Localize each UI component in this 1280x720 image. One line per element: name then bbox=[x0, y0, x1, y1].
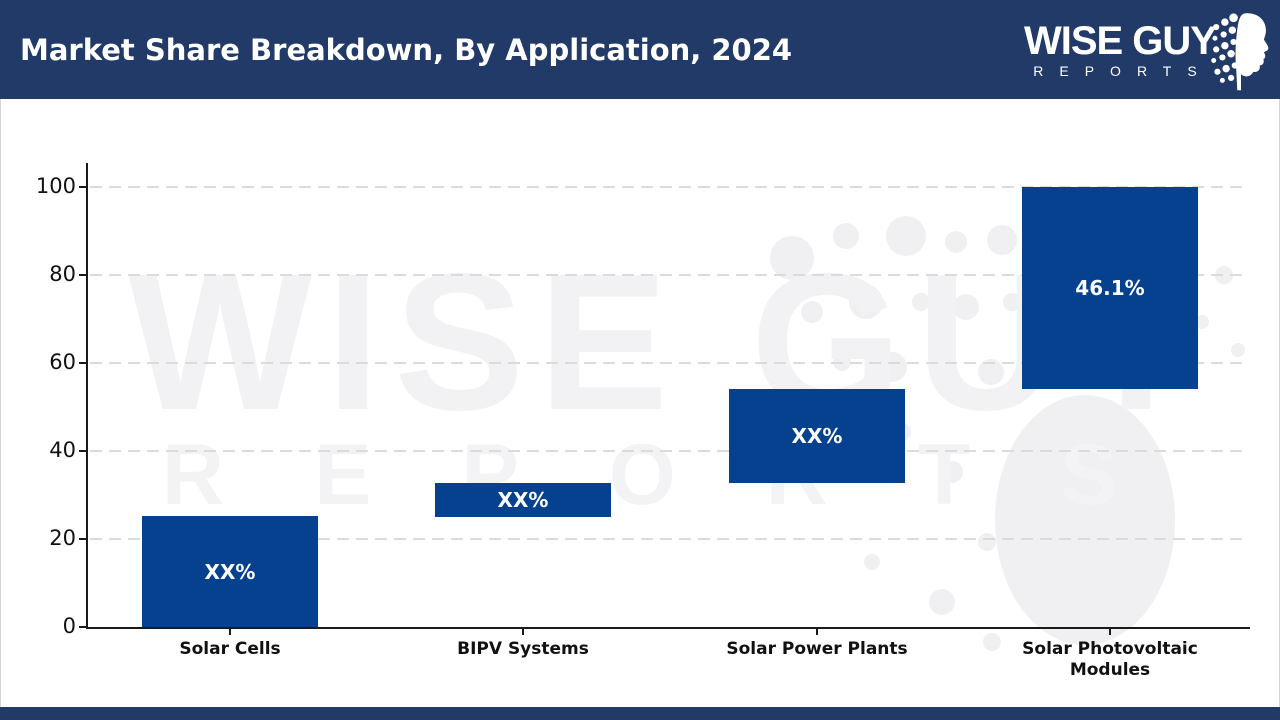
bar-value-label: XX% bbox=[791, 424, 843, 449]
bar-segment: XX% bbox=[142, 516, 318, 627]
x-axis-category-label: Solar Photovoltaic Modules bbox=[1022, 639, 1198, 681]
gridline bbox=[90, 450, 1248, 452]
wiseguy-logo: WISE GUY REPORTS bbox=[1024, 8, 1272, 92]
logo-line1: WISE GUY bbox=[1023, 19, 1217, 63]
y-axis-tick-mark bbox=[79, 626, 86, 628]
x-axis-category-label: Solar Power Plants bbox=[726, 639, 908, 659]
y-axis-tick-label: 40 bbox=[49, 438, 76, 462]
logo-face-icon bbox=[1211, 12, 1269, 90]
y-axis-tick-label: 20 bbox=[49, 526, 76, 550]
y-axis-tick-mark bbox=[79, 274, 86, 276]
y-axis-tick-label: 100 bbox=[35, 174, 76, 198]
bar-segment: 46.1% bbox=[1022, 187, 1198, 389]
logo-line2: REPORTS bbox=[1033, 63, 1213, 79]
gridline bbox=[90, 538, 1248, 540]
y-axis-line bbox=[86, 163, 88, 629]
gridline bbox=[90, 362, 1248, 364]
y-axis-tick-mark bbox=[79, 538, 86, 540]
x-axis-category-label: Solar Cells bbox=[179, 639, 281, 659]
bar-segment: XX% bbox=[729, 388, 905, 484]
footer-bar bbox=[0, 707, 1280, 720]
bar-value-label: XX% bbox=[204, 559, 256, 584]
logo-text: WISE GUY REPORTS bbox=[1023, 19, 1217, 79]
y-axis-tick-mark bbox=[79, 450, 86, 452]
x-axis-tick-mark bbox=[522, 629, 524, 635]
x-axis-tick-mark bbox=[816, 629, 818, 635]
bar-value-label: XX% bbox=[497, 488, 549, 513]
bar-segment: XX% bbox=[435, 483, 611, 517]
page-title: Market Share Breakdown, By Application, … bbox=[20, 32, 793, 67]
x-axis-tick-mark bbox=[1109, 629, 1111, 635]
y-axis-tick-mark bbox=[79, 186, 86, 188]
x-axis-tick-mark bbox=[229, 629, 231, 635]
header-bar: Market Share Breakdown, By Application, … bbox=[0, 0, 1280, 99]
y-axis-tick-label: 60 bbox=[49, 350, 76, 374]
x-axis-category-label: BIPV Systems bbox=[457, 639, 589, 659]
y-axis-tick-label: 80 bbox=[49, 262, 76, 286]
x-axis-line bbox=[86, 627, 1250, 629]
y-axis-tick-mark bbox=[79, 362, 86, 364]
gridline bbox=[90, 274, 1248, 276]
bar-value-label: 46.1% bbox=[1075, 275, 1145, 300]
gridline bbox=[90, 186, 1248, 188]
y-axis-tick-label: 0 bbox=[62, 614, 76, 638]
